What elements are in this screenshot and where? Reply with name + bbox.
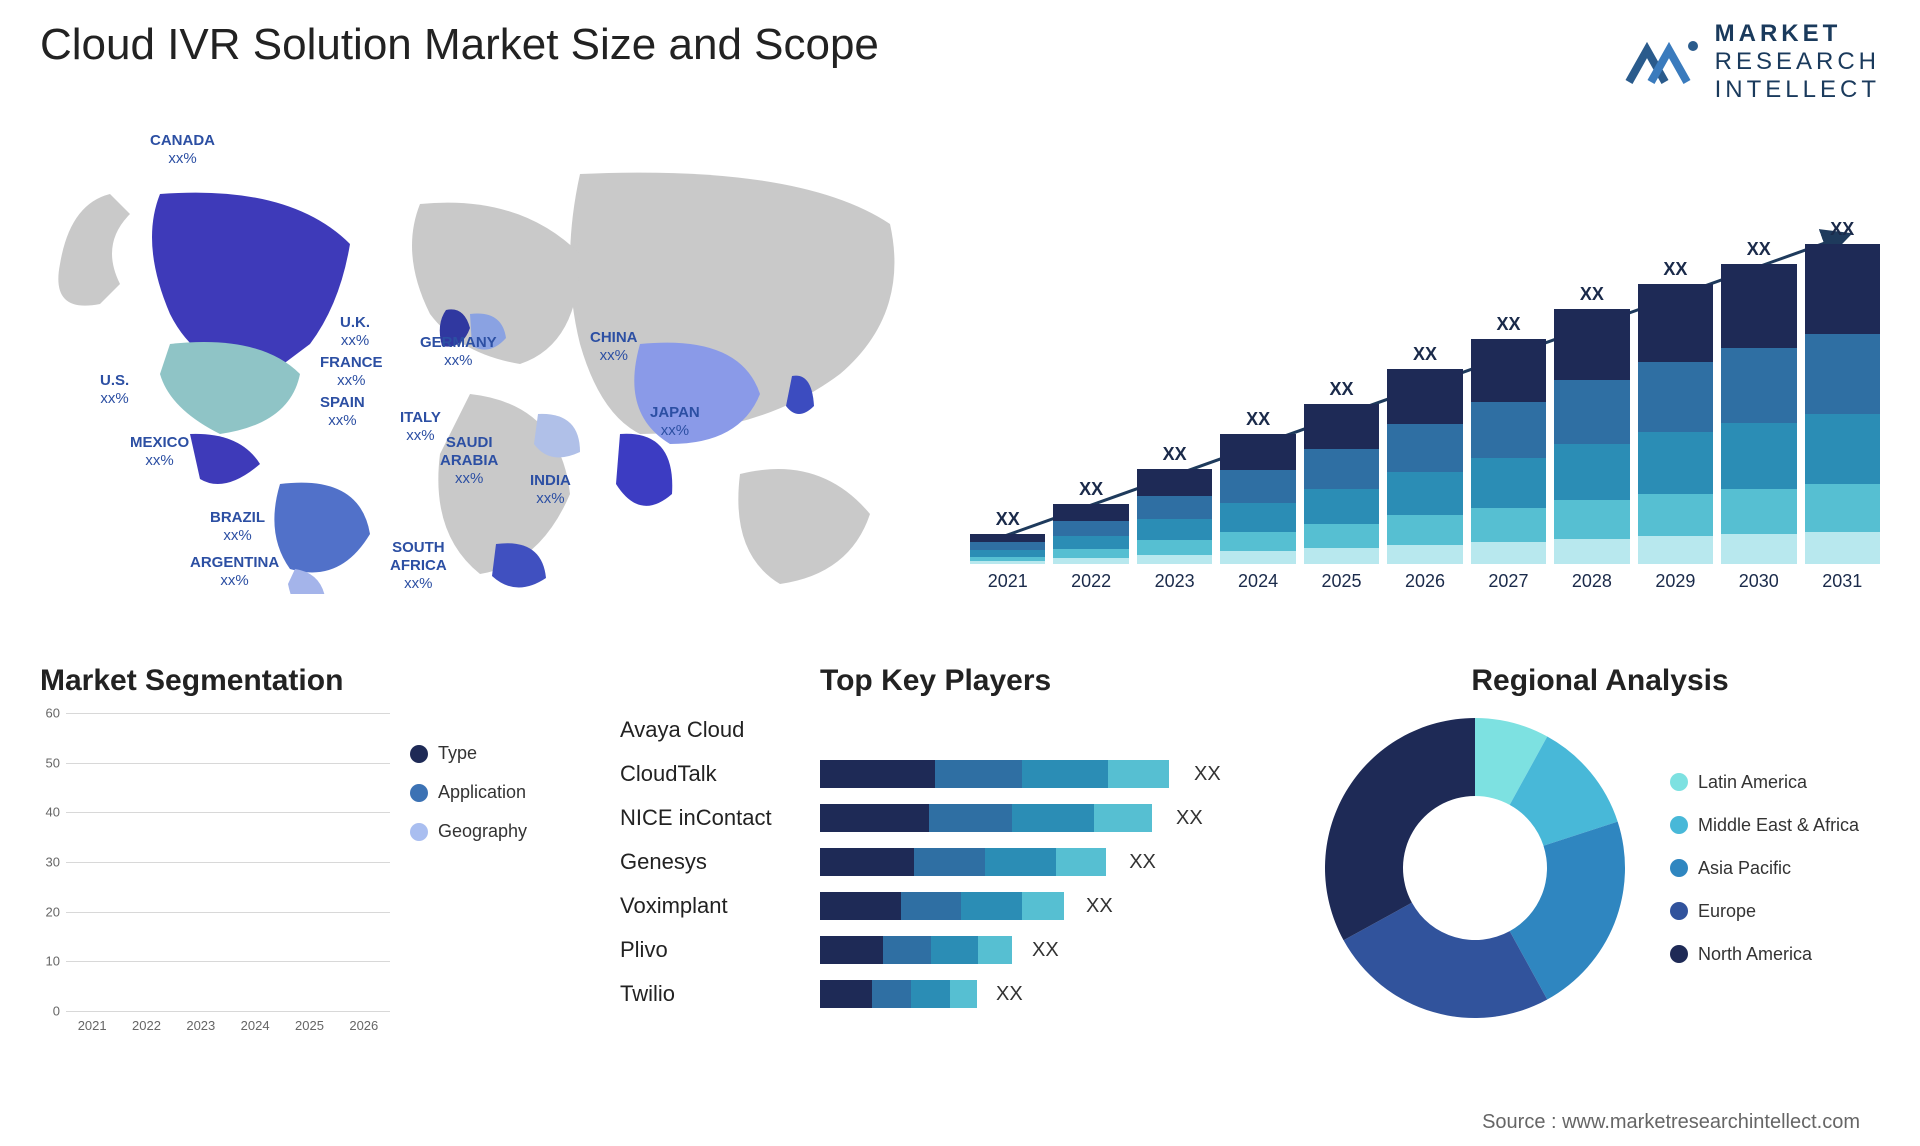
map-label: FRANCExx%: [320, 354, 383, 390]
map-label: MEXICOxx%: [130, 434, 189, 470]
map-label: CANADAxx%: [150, 132, 215, 168]
regional-panel: Regional Analysis Latin America Middle Ea…: [1320, 664, 1880, 1084]
market-size-bar: XX2023: [1137, 444, 1212, 564]
legend-item: Geography: [410, 821, 560, 842]
segmentation-legend: Type Application Geography: [410, 713, 560, 1033]
market-size-bar: XX2031: [1805, 219, 1880, 564]
market-size-bar: XX2030: [1721, 239, 1796, 564]
key-player-row: PlivoXX: [620, 933, 1260, 967]
market-size-bar: XX2025: [1304, 379, 1379, 564]
legend-item: Middle East & Africa: [1670, 815, 1880, 836]
market-size-bar: XX2027: [1471, 314, 1546, 564]
segmentation-chart: 0102030405060 202120222023202420252026: [40, 713, 390, 1033]
legend-item: Europe: [1670, 901, 1880, 922]
market-size-bar: XX2022: [1053, 479, 1128, 564]
map-label: GERMANYxx%: [420, 334, 497, 370]
map-label: CHINAxx%: [590, 329, 638, 365]
regional-title: Regional Analysis: [1320, 664, 1880, 698]
map-label: BRAZILxx%: [210, 509, 265, 545]
page-title: Cloud IVR Solution Market Size and Scope: [40, 20, 879, 70]
market-size-bar: XX2024: [1220, 409, 1295, 564]
key-players-panel: Top Key Players Avaya Cloud CloudTalkXX NI…: [620, 664, 1260, 1084]
segmentation-title: Market Segmentation: [40, 664, 560, 698]
map-label: SPAINxx%: [320, 394, 365, 430]
logo-text: MARKET RESEARCH INTELLECT: [1715, 20, 1880, 104]
market-size-bar: XX2029: [1638, 259, 1713, 564]
key-player-row: Avaya Cloud: [620, 713, 1260, 747]
map-label: INDIAxx%: [530, 472, 571, 508]
key-player-row: VoximplantXX: [620, 889, 1260, 923]
logo-icon: [1625, 32, 1703, 92]
map-label: SAUDIARABIAxx%: [440, 434, 498, 488]
bottom-row: Market Segmentation 0102030405060 202120…: [40, 664, 1880, 1084]
key-players-title: Top Key Players: [820, 664, 1260, 698]
key-player-row: NICE inContactXX: [620, 801, 1260, 835]
legend-item: Type: [410, 743, 560, 764]
donut-slice: [1325, 718, 1475, 940]
legend-item: Asia Pacific: [1670, 858, 1880, 879]
map-label: SOUTHAFRICAxx%: [390, 539, 447, 593]
map-label: JAPANxx%: [650, 404, 700, 440]
map-label: U.S.xx%: [100, 372, 129, 408]
legend-item: North America: [1670, 944, 1880, 965]
market-segmentation-panel: Market Segmentation 0102030405060 202120…: [40, 664, 560, 1084]
regional-donut-chart: [1320, 713, 1630, 1023]
market-size-bar: XX2026: [1387, 344, 1462, 564]
world-map-panel: CANADAxx% U.S.xx%MEXICOxx% BRAZILxx% ARGENT…: [40, 114, 920, 594]
map-label: ARGENTINAxx%: [190, 554, 279, 590]
top-row: CANADAxx% U.S.xx%MEXICOxx% BRAZILxx% ARGENT…: [40, 114, 1880, 594]
market-size-chart: XX2021XX2022XX2023XX2024XX2025XX2026XX20…: [970, 114, 1880, 594]
market-size-bar: XX2028: [1554, 284, 1629, 564]
legend-item: Application: [410, 782, 560, 803]
key-player-row: CloudTalkXX: [620, 757, 1260, 791]
map-label: U.K.xx%: [340, 314, 370, 350]
market-size-bar: XX2021: [970, 509, 1045, 564]
logo: MARKET RESEARCH INTELLECT: [1625, 20, 1880, 104]
legend-item: Latin America: [1670, 772, 1880, 793]
key-player-row: TwilioXX: [620, 977, 1260, 1011]
regional-legend: Latin America Middle East & Africa Asia Pa…: [1670, 772, 1880, 965]
key-player-row: GenesysXX: [620, 845, 1260, 879]
header: Cloud IVR Solution Market Size and Scope…: [40, 20, 1880, 104]
source-text: Source : www.marketresearchintellect.com: [1482, 1111, 1860, 1134]
map-label: ITALYxx%: [400, 409, 441, 445]
